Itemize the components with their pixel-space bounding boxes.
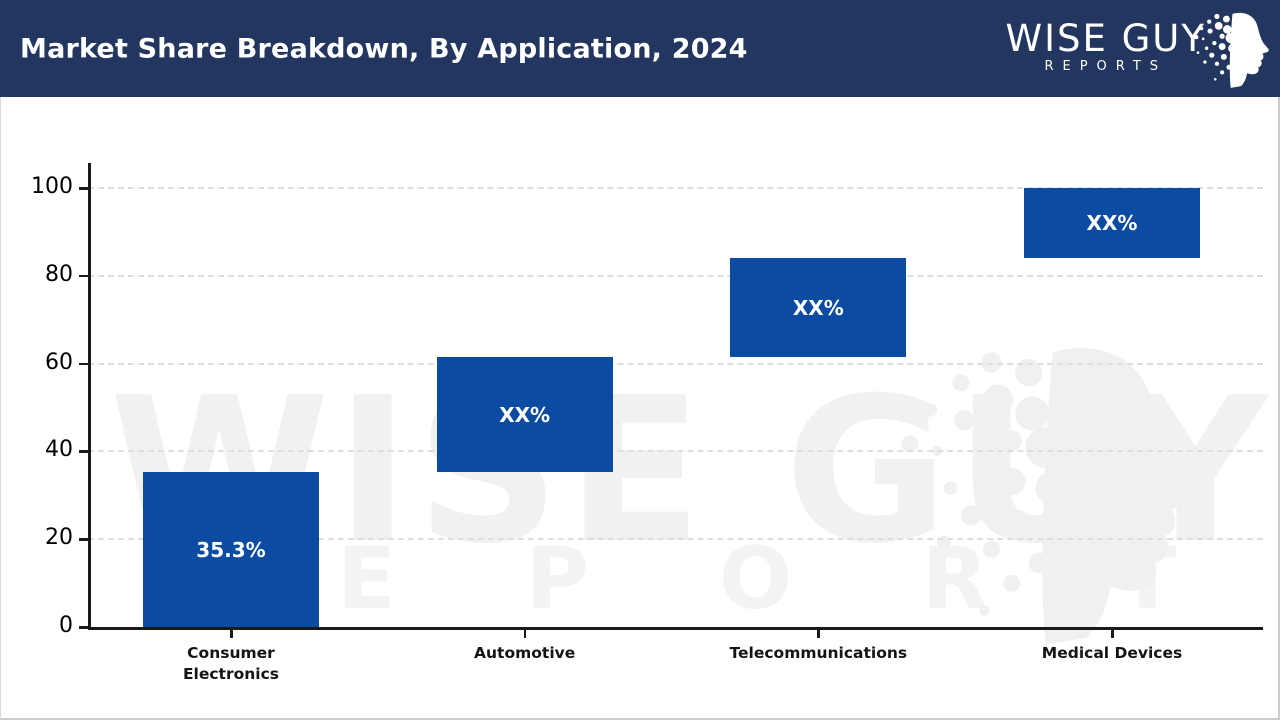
watermark-head-icon (869, 315, 1209, 675)
y-axis-tick (79, 362, 88, 366)
logo-text: WISE GUY REPORTS (1006, 20, 1206, 74)
bar-telecommunications: XX% (730, 258, 907, 357)
bar-value-label: 35.3% (196, 537, 266, 562)
category-label: Medical Devices (1041, 644, 1183, 662)
x-axis-line (88, 627, 1263, 630)
bar-consumer-electronics: 35.3% (143, 472, 319, 627)
category-label: Telecommunications (729, 644, 908, 662)
category-label: Automotive (474, 644, 576, 662)
x-axis-tick (817, 630, 820, 638)
y-tick-label: 100 (31, 174, 73, 199)
page-title: Market Share Breakdown, By Application, … (20, 33, 748, 64)
y-tick-label: 60 (45, 349, 73, 375)
dotted-head-icon (1186, 10, 1272, 90)
logo-brand-text: WISE GUY (1005, 17, 1206, 60)
x-axis-tick (230, 630, 233, 638)
bar-value-label: XX% (792, 295, 844, 320)
y-axis-tick (79, 538, 88, 541)
y-gridline (88, 450, 1263, 453)
y-axis-tick (79, 274, 88, 278)
bar-value-label: XX% (499, 402, 551, 427)
y-tick-label: 80 (45, 261, 73, 287)
y-gridline (88, 538, 1263, 541)
y-gridline (88, 274, 1263, 277)
bar-value-label: XX% (1086, 211, 1138, 236)
y-axis-tick (79, 450, 88, 453)
chart-canvas: WISE GUY R E P O R T S 02040608010035.3%… (0, 97, 1280, 720)
y-gridline (88, 187, 1263, 189)
y-axis-tick (79, 187, 88, 190)
bar-medical-devices: XX% (1024, 188, 1200, 259)
x-axis-tick (523, 630, 527, 638)
category-label: Consumer Electronics (182, 644, 280, 683)
wiseguy-logo: WISE GUY REPORTS (1006, 6, 1268, 92)
y-tick-label: 0 (59, 613, 73, 638)
x-axis-tick (1111, 630, 1114, 638)
y-axis-line (88, 163, 91, 630)
y-tick-label: 40 (45, 437, 73, 463)
logo-sub-text: REPORTS (1044, 59, 1168, 74)
y-gridline (88, 362, 1263, 365)
y-axis-tick (79, 626, 88, 629)
bar-automotive: XX% (436, 357, 613, 473)
header-bar: Market Share Breakdown, By Application, … (0, 0, 1280, 97)
y-tick-label: 20 (45, 525, 73, 551)
